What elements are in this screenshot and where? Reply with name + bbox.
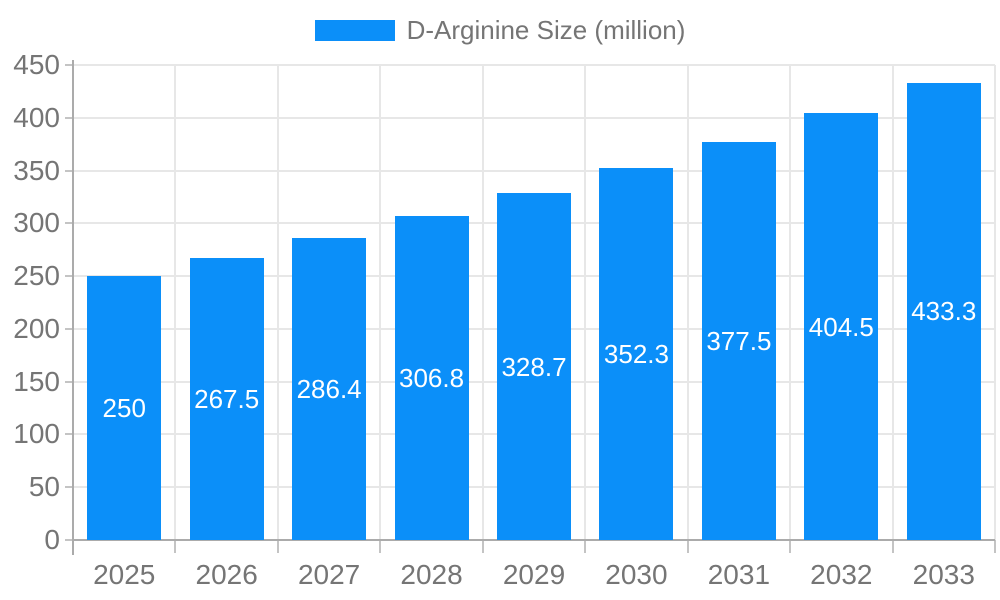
- bar-2026[interactable]: [189, 257, 264, 540]
- y-axis-tick: [65, 433, 73, 436]
- gridline-vertical: [891, 65, 894, 540]
- x-axis-tick: [891, 540, 894, 553]
- x-axis-label: 2030: [605, 559, 668, 590]
- y-axis-line: [72, 60, 74, 555]
- y-axis-tick: [65, 539, 73, 541]
- gridline-vertical: [994, 65, 996, 540]
- bar-2027[interactable]: [292, 237, 367, 540]
- bar-value-label: 250: [102, 393, 146, 424]
- gridline-horizontal: [73, 169, 995, 172]
- bar-2031[interactable]: [701, 141, 776, 540]
- bar-2025[interactable]: [87, 276, 162, 540]
- gridline-vertical: [789, 65, 792, 540]
- gridline-vertical: [481, 65, 484, 540]
- y-axis-label: 350: [13, 154, 60, 186]
- x-axis-tick: [481, 540, 484, 553]
- y-axis-label: 200: [13, 312, 60, 344]
- x-axis-tick: [379, 540, 382, 553]
- bar-value-label: 286.4: [296, 373, 362, 404]
- x-axis-tick: [584, 540, 587, 553]
- y-axis-label: 50: [28, 471, 60, 503]
- y-axis-label: 250: [13, 260, 60, 292]
- legend-label: D-Arginine Size (million): [406, 15, 686, 45]
- x-axis-label: 2033: [912, 559, 975, 590]
- gridline-vertical: [379, 65, 382, 540]
- y-axis-label: 150: [13, 365, 60, 397]
- legend[interactable]: D-Arginine Size (million): [0, 14, 1000, 46]
- y-axis-tick: [65, 275, 73, 278]
- x-axis-label: 2032: [810, 559, 873, 590]
- bar-value-label: 433.3: [911, 296, 977, 327]
- bar-2033[interactable]: [906, 82, 981, 540]
- gridline-vertical: [174, 65, 177, 540]
- x-axis-line: [73, 539, 995, 541]
- y-axis-label: 300: [13, 207, 60, 239]
- gridline-horizontal: [73, 116, 995, 119]
- bar-value-label: 377.5: [706, 325, 772, 356]
- bar-value-label: 352.3: [603, 339, 669, 370]
- x-axis-tick: [686, 540, 689, 553]
- x-axis-label: 2031: [707, 559, 771, 590]
- gridline-vertical: [276, 65, 279, 540]
- y-axis-label: 100: [13, 418, 60, 450]
- bar-2029[interactable]: [497, 193, 571, 540]
- bar-2032[interactable]: [804, 113, 879, 540]
- x-axis-tick: [276, 540, 279, 553]
- gridline-horizontal: [73, 64, 995, 66]
- bar-value-label: 328.7: [501, 351, 567, 382]
- x-axis-tick: [174, 540, 177, 553]
- gridline-vertical: [584, 65, 587, 540]
- bar-value-label: 404.5: [808, 311, 874, 342]
- x-axis-tick: [789, 540, 792, 553]
- gridline-vertical: [686, 65, 689, 540]
- y-axis-label: 400: [13, 101, 60, 133]
- bar-value-label: 267.5: [194, 383, 260, 414]
- y-axis-tick: [65, 327, 73, 330]
- bar-value-label: 306.8: [399, 363, 465, 394]
- x-axis-label: 2027: [297, 559, 361, 590]
- x-axis-label: 2026: [195, 559, 258, 590]
- y-axis-tick: [65, 486, 73, 489]
- y-axis-tick: [65, 380, 73, 383]
- bar-2028[interactable]: [394, 216, 469, 540]
- bar-2030[interactable]: [599, 168, 674, 540]
- y-axis-label: 450: [13, 49, 60, 80]
- y-axis-tick: [65, 169, 73, 172]
- y-axis-tick: [65, 64, 73, 66]
- x-axis-label: 2025: [93, 559, 156, 590]
- x-axis-tick: [994, 540, 996, 553]
- x-axis-label: 2029: [502, 559, 566, 590]
- y-axis-label: 0: [44, 524, 60, 555]
- y-axis-tick: [65, 116, 73, 119]
- y-axis-tick: [65, 222, 73, 225]
- legend-swatch-icon: [314, 19, 395, 41]
- x-axis-label: 2028: [400, 559, 463, 590]
